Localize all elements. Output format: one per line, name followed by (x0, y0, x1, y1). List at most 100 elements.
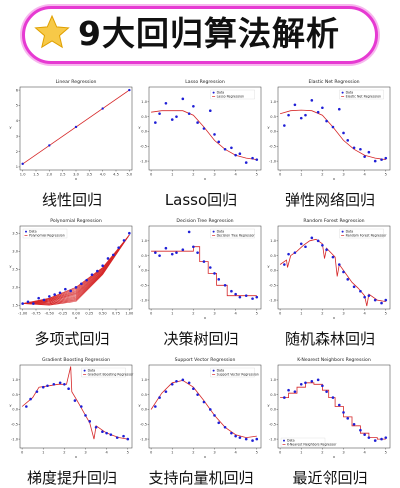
data-point (331, 255, 335, 259)
x-tick-label: 2 (192, 312, 194, 316)
x-tick-label: 0 (279, 451, 282, 455)
chart-svg: Elastic Net Regression 0 1 2 3 4 5 -1.0 -0.5 0.0 0… (267, 79, 391, 181)
data-point (367, 436, 371, 439)
legend-label: Gradient Boosting Regressor (88, 372, 134, 376)
data-point (234, 434, 237, 438)
data-point (115, 436, 119, 439)
data-point (122, 239, 126, 242)
legend-label: Elastic Net Regression (346, 94, 381, 98)
fit-line (22, 234, 130, 306)
x-axis-label: x (75, 176, 78, 181)
chart-title: Gradient Boosting Regression (42, 357, 110, 363)
data-point (217, 421, 221, 425)
y-tick-label: -0.5 (269, 422, 276, 426)
x-tick-label: 4 (363, 312, 366, 316)
y-axis-label: y (138, 264, 141, 269)
data-point (106, 257, 110, 260)
chart-caption: 决策树回归 (163, 330, 239, 348)
x-tick-label: 5 (385, 451, 387, 455)
data-point (101, 430, 104, 433)
data-point (25, 405, 28, 408)
data-point (196, 121, 199, 124)
data-point (48, 144, 51, 147)
y-tick-label: 0.0 (141, 408, 147, 412)
data-point (299, 242, 303, 246)
y-tick-label: 0.5 (141, 393, 147, 397)
data-point (112, 253, 115, 257)
data-point (251, 297, 254, 300)
data-point (217, 278, 221, 281)
data-point (304, 113, 307, 117)
data-point (63, 382, 66, 386)
chart-caption: 支持向量机回归 (148, 469, 254, 487)
legend-box (22, 228, 68, 239)
legend-label: Random Forest Regressor (346, 233, 388, 237)
chart-svg: Linear Regression 1.0 1.5 2.0 2.5 3.0 3.5 4.0 4.… (9, 79, 133, 181)
data-point (310, 236, 314, 240)
y-tick-label: 1.0 (270, 100, 276, 104)
x-tick-label: 0 (150, 173, 153, 177)
data-point (299, 116, 303, 120)
data-point (337, 107, 341, 111)
x-tick-label: 5.0 (126, 173, 132, 177)
chart-panel: Lasso Regression 0 1 2 3 4 5 -1.0 -0.5 0.0 0.5 1.0 x… (137, 76, 265, 209)
legend-box (280, 437, 326, 448)
chart-title: Linear Regression (56, 79, 97, 85)
y-tick-label: 0.0 (141, 130, 147, 134)
x-tick-label: -0.50 (45, 312, 55, 316)
data-point (37, 296, 40, 300)
chart-caption: 最近邻回归 (292, 469, 368, 487)
y-tick-label: 3 (16, 134, 18, 138)
legend-label: K-Nearest Neighbors Regressor (287, 442, 337, 446)
data-point (181, 97, 185, 101)
x-tick-label: 1 (171, 173, 173, 177)
x-tick-label: 3.0 (73, 173, 79, 177)
plot-frame (19, 225, 133, 310)
data-point (101, 107, 104, 110)
data-point (181, 248, 185, 252)
data-point (331, 396, 335, 399)
legend-marker (212, 369, 215, 372)
data-point (105, 431, 108, 435)
x-tick-label: 1 (171, 312, 173, 316)
chart-caption: 弹性网络回归 (284, 191, 375, 209)
data-point (234, 153, 237, 157)
y-tick-label: 2 (16, 150, 18, 154)
chart-caption: 梯度提升回归 (26, 469, 117, 487)
data-point (234, 292, 237, 296)
x-tick-label: 3 (213, 312, 215, 316)
data-point (316, 110, 320, 114)
data-point (58, 381, 62, 385)
y-tick-label: 4 (16, 119, 19, 123)
x-axis-label: x (75, 454, 78, 459)
data-point (84, 414, 87, 417)
legend-marker (83, 369, 86, 372)
fit-line (150, 379, 257, 439)
x-tick-label: 1.0 (20, 173, 26, 177)
page-title: 9大回归算法解析 (78, 14, 340, 53)
x-tick-label: 1 (300, 312, 302, 316)
data-point (202, 260, 206, 263)
data-point (337, 403, 341, 407)
y-tick-label: 1.0 (141, 378, 147, 382)
x-axis-label: x (333, 176, 336, 181)
x-tick-label: 3.5 (86, 173, 92, 177)
y-tick-label: -0.5 (140, 144, 147, 148)
y-axis-label: y (138, 403, 141, 408)
data-point (346, 139, 350, 142)
chart-caption: 随机森林回归 (284, 330, 375, 348)
legend-label: Data (88, 369, 96, 373)
data-point (74, 125, 78, 129)
x-tick-label: 0.50 (99, 312, 108, 316)
x-axis-label: x (75, 315, 78, 320)
y-tick-label: 3.0 (12, 249, 18, 253)
data-point (29, 397, 32, 401)
y-tick-label: 0.5 (12, 393, 18, 397)
x-tick-label: 1 (171, 451, 173, 455)
y-axis-label: y (267, 403, 270, 408)
y-tick-label: -0.5 (140, 283, 147, 287)
data-point (230, 146, 233, 150)
data-point (384, 436, 388, 439)
y-axis-label: y (9, 125, 12, 130)
x-tick-label: 0.25 (85, 312, 93, 316)
